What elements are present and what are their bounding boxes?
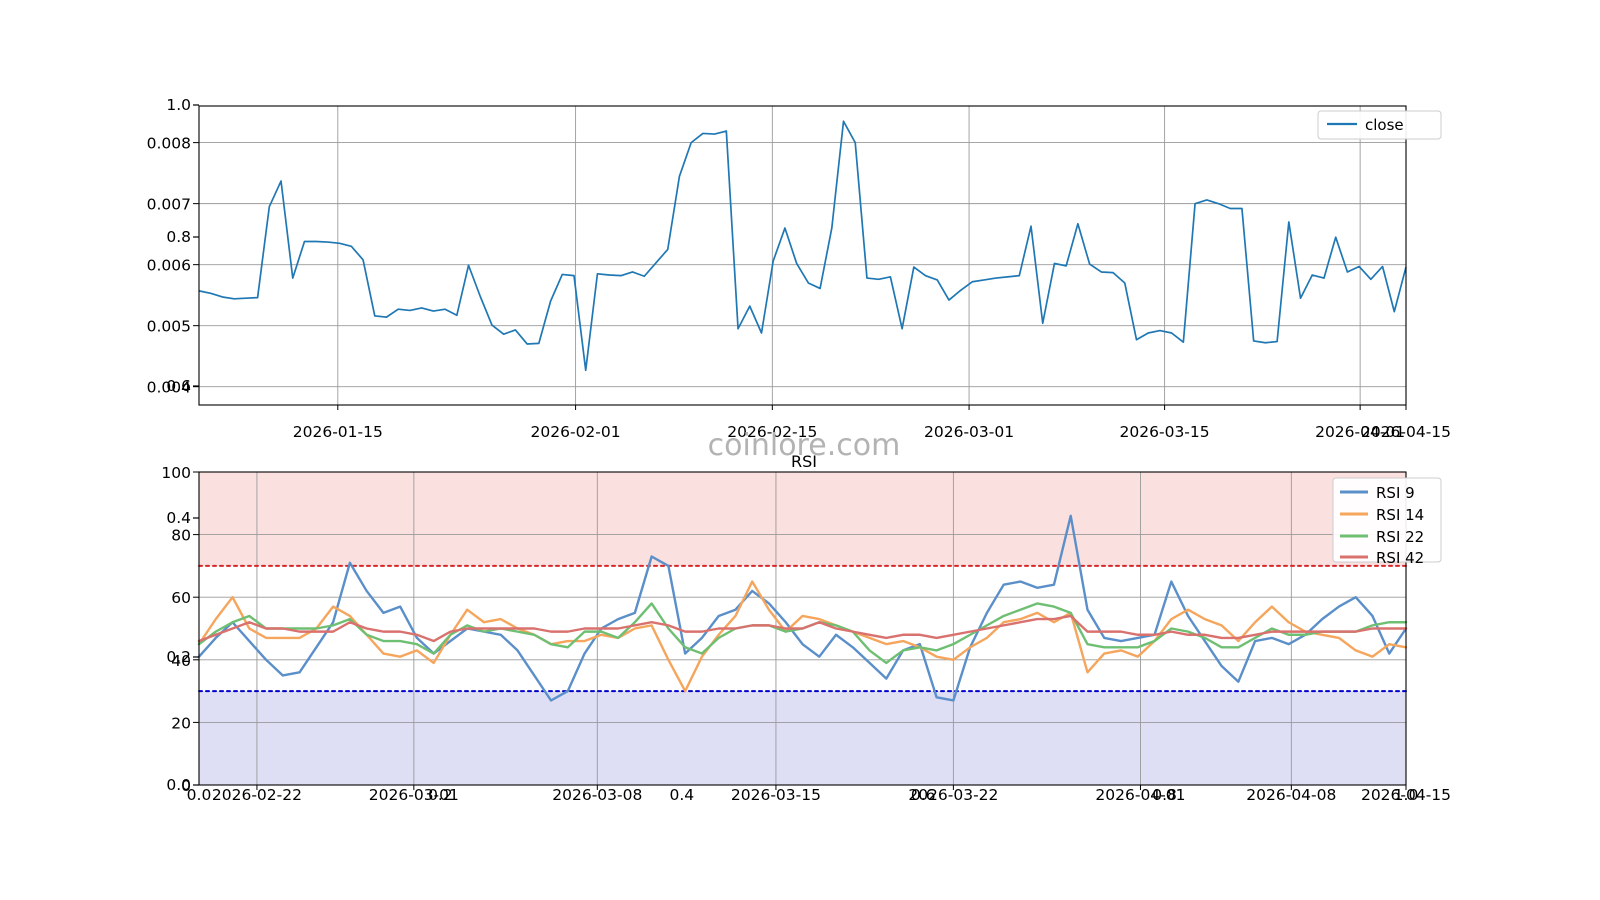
rsi-y-tick-0: 0: [181, 777, 191, 795]
rsi-x-tick-2026-04-15: 2026-04-15: [1361, 786, 1451, 804]
price-legend-box: [1317, 110, 1442, 140]
rsi-legend-label-rsi-9: RSI 9: [1376, 484, 1415, 502]
price-line: [198, 120, 1407, 372]
rsi-x-norm-tick-0.4: 0.4: [669, 786, 694, 804]
rsi-overbought-band: [199, 472, 1406, 566]
rsi-legend-item-1[interactable]: RSI 14: [1340, 506, 1424, 524]
rsi-y-axis-labels: 0 20 40 60 80 100: [161, 464, 199, 795]
rsi-x-tick-2026-02-22: 2026-02-22: [212, 786, 302, 804]
rsi-panel: 0 20 40 60 80 100 0.0 0.2 0.4 2026-02-22 2026-03…: [161, 452, 1451, 804]
rsi-x-tick-2026-03-22: 2026-03-22: [908, 786, 998, 804]
price-panel: 0.004 0.005 0.006 0.007 0.008 0.6 0.8 1.0 2026…: [147, 96, 1451, 441]
watermark: coinlore.com: [708, 428, 901, 463]
rsi-series-lines: [197, 514, 1408, 702]
price-x-tick-2026-03-15: 2026-03-15: [1120, 423, 1210, 441]
rsi-x-tick-2026-03-15: 2026-03-15: [731, 786, 821, 804]
rsi-plot-border: [198, 471, 1407, 786]
rsi-legend-label-rsi-42: RSI 42: [1376, 549, 1424, 567]
rsi-x-norm-tick-0.6: 0.6: [911, 786, 936, 804]
price-y-axis-secondary-labels: 0.6 0.8 1.0: [166, 96, 199, 395]
price-y-norm-tick-0.8: 0.8: [166, 228, 191, 246]
rsi-legend-box: [1332, 477, 1442, 563]
price-plot-border: [198, 105, 1407, 406]
price-plot-area: [199, 106, 1406, 405]
price-y-tick-0.006: 0.006: [147, 257, 191, 275]
rsi-legend[interactable]: RSI 9 RSI 14 RSI 22 RSI 42: [1332, 477, 1442, 567]
rsi-x-axis-secondary-labels: 0.0 0.2 0.4 0.6 0.8 1.0: [187, 786, 1419, 804]
rsi-x-axis-labels: 2026-02-22 2026-03-01 2026-03-08 2026-03-15…: [212, 785, 1451, 804]
rsi-x-norm-tick-0.2: 0.2: [428, 786, 453, 804]
price-legend-label-close: close: [1365, 116, 1404, 134]
rsi-y-tick-40: 40: [171, 652, 191, 670]
rsi-x-norm-tick-0.0: 0.0: [187, 786, 212, 804]
rsi-y-norm-tick-0.4: 0.4: [166, 509, 191, 527]
rsi-panel-title: RSI: [791, 452, 817, 471]
price-y-norm-tick-1.0: 1.0: [166, 96, 191, 114]
price-y-axis-labels: 0.004 0.005 0.006 0.007 0.008: [147, 135, 199, 397]
rsi-y-axis-secondary-labels: 0.0 0.2 0.4: [166, 509, 199, 794]
price-x-tick-2026-03-01: 2026-03-01: [924, 423, 1014, 441]
price-y-tick-0.004: 0.004: [147, 379, 191, 397]
price-x-tick-2026-04-15: 2026-04-15: [1361, 423, 1451, 441]
rsi-legend-item-3[interactable]: RSI 42: [1340, 549, 1424, 567]
rsi-y-tick-20: 20: [171, 714, 191, 732]
rsi-y-norm-tick-0.0: 0.0: [166, 776, 191, 794]
price-y-tick-0.005: 0.005: [147, 318, 191, 336]
price-y-norm-tick-0.6: 0.6: [166, 377, 191, 395]
price-gridlines: [199, 106, 1407, 405]
rsi-oversold-band: [199, 691, 1406, 785]
rsi-legend-item-2[interactable]: RSI 22: [1340, 528, 1424, 546]
rsi-legend-label-rsi-14: RSI 14: [1376, 506, 1424, 524]
rsi-series-rsi-14: [197, 580, 1408, 693]
rsi-y-tick-60: 60: [171, 589, 191, 607]
price-x-axis-labels: 2026-01-15 2026-02-01 2026-02-15 2026-03-01…: [293, 405, 1451, 441]
price-close-series: [198, 120, 1407, 372]
rsi-y-norm-tick-0.2: 0.2: [166, 648, 191, 666]
rsi-legend-item-0[interactable]: RSI 9: [1340, 484, 1415, 502]
rsi-x-norm-tick-0.8: 0.8: [1152, 786, 1177, 804]
rsi-series-rsi-9: [197, 514, 1408, 702]
price-x-tick-2026-02-15: 2026-02-15: [727, 423, 817, 441]
rsi-legend-label-rsi-22: RSI 22: [1376, 528, 1424, 546]
price-x-tick-2026-01-15: 2026-01-15: [293, 423, 383, 441]
rsi-y-tick-100: 100: [161, 464, 191, 482]
rsi-series-rsi-42: [197, 614, 1408, 643]
price-y-tick-0.007: 0.007: [147, 196, 191, 214]
price-legend[interactable]: close: [1317, 110, 1442, 140]
rsi-y-tick-80: 80: [171, 527, 191, 545]
price-x-tick-2026-04-01: 2026-04-01: [1315, 423, 1405, 441]
price-y-tick-0.008: 0.008: [147, 135, 191, 153]
rsi-x-tick-2026-03-01: 2026-03-01: [369, 786, 459, 804]
rsi-x-norm-tick-1.0: 1.0: [1394, 786, 1419, 804]
rsi-x-tick-2026-04-01: 2026-04-01: [1095, 786, 1185, 804]
price-x-tick-2026-02-01: 2026-02-01: [531, 423, 621, 441]
rsi-x-tick-2026-04-08: 2026-04-08: [1246, 786, 1336, 804]
rsi-x-tick-2026-03-08: 2026-03-08: [552, 786, 642, 804]
